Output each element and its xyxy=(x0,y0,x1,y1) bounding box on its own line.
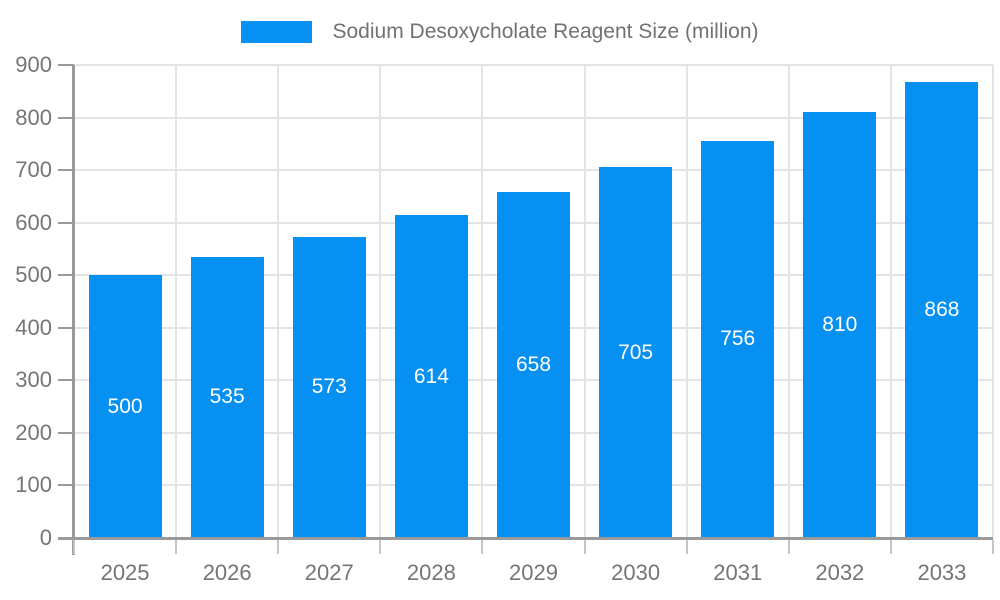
y-tick xyxy=(58,221,74,224)
bar[interactable] xyxy=(190,256,264,538)
y-tick-label: 800 xyxy=(15,104,52,130)
gridline-h xyxy=(74,64,993,66)
y-tick xyxy=(58,64,74,66)
y-tick xyxy=(58,537,74,539)
gridline-v xyxy=(787,65,790,538)
x-tick-label: 2029 xyxy=(509,560,558,585)
y-tick xyxy=(58,431,74,434)
y-tick-label: 200 xyxy=(15,419,52,445)
y-tick-label: 0 xyxy=(39,525,52,550)
x-tick xyxy=(992,540,994,554)
gridline-v xyxy=(379,65,382,538)
gridline-v xyxy=(175,65,178,538)
y-tick-label: 400 xyxy=(15,314,52,340)
x-axis-line xyxy=(58,537,993,540)
x-tick xyxy=(73,540,75,554)
y-tick xyxy=(58,484,74,487)
x-tick xyxy=(175,540,178,554)
x-tick-label: 2030 xyxy=(611,560,661,585)
x-tick xyxy=(787,540,790,554)
bar[interactable] xyxy=(905,81,979,538)
gridline-v xyxy=(889,65,892,538)
gridline-v xyxy=(583,65,586,538)
y-tick xyxy=(58,274,74,277)
y-tick-label: 500 xyxy=(15,262,52,288)
x-tick-label: 2032 xyxy=(815,560,865,585)
gridline-v xyxy=(685,65,688,538)
x-tick-label: 2025 xyxy=(100,560,150,585)
x-tick xyxy=(583,540,586,554)
bar[interactable] xyxy=(497,192,570,538)
x-tick xyxy=(481,540,484,554)
bar[interactable] xyxy=(292,236,366,538)
legend-swatch xyxy=(241,21,313,43)
bar[interactable] xyxy=(88,275,162,538)
gridline-v xyxy=(992,65,994,538)
x-tick xyxy=(889,540,892,554)
y-axis-line xyxy=(72,65,75,555)
x-tick-label: 2031 xyxy=(713,560,763,585)
gridline-h xyxy=(74,169,993,172)
x-tick-label: 2028 xyxy=(406,560,456,585)
x-tick xyxy=(685,540,688,554)
y-tick-label: 600 xyxy=(15,209,52,235)
y-tick-label: 300 xyxy=(15,367,52,393)
y-tick xyxy=(58,169,74,172)
y-tick-label: 100 xyxy=(15,472,52,498)
bar[interactable] xyxy=(599,167,673,538)
gridline-v xyxy=(481,65,484,538)
x-tick xyxy=(379,540,382,554)
bar[interactable] xyxy=(701,140,775,538)
y-tick xyxy=(58,326,74,329)
chart-legend[interactable]: Sodium Desoxycholate Reagent Size (milli… xyxy=(0,14,1000,50)
y-tick xyxy=(58,379,74,382)
legend-label: Sodium Desoxycholate Reagent Size (milli… xyxy=(332,20,759,43)
bar[interactable] xyxy=(803,112,877,538)
x-tick xyxy=(277,540,280,554)
x-tick-label: 2027 xyxy=(304,560,354,585)
gridline-h xyxy=(74,116,993,119)
y-tick-label: 900 xyxy=(15,52,52,77)
y-tick-label: 700 xyxy=(15,157,52,183)
x-tick-label: 2033 xyxy=(917,560,967,585)
x-tick-label: 2026 xyxy=(202,560,252,585)
gridline-v xyxy=(277,65,280,538)
y-tick xyxy=(58,116,74,119)
bar[interactable] xyxy=(394,215,468,538)
